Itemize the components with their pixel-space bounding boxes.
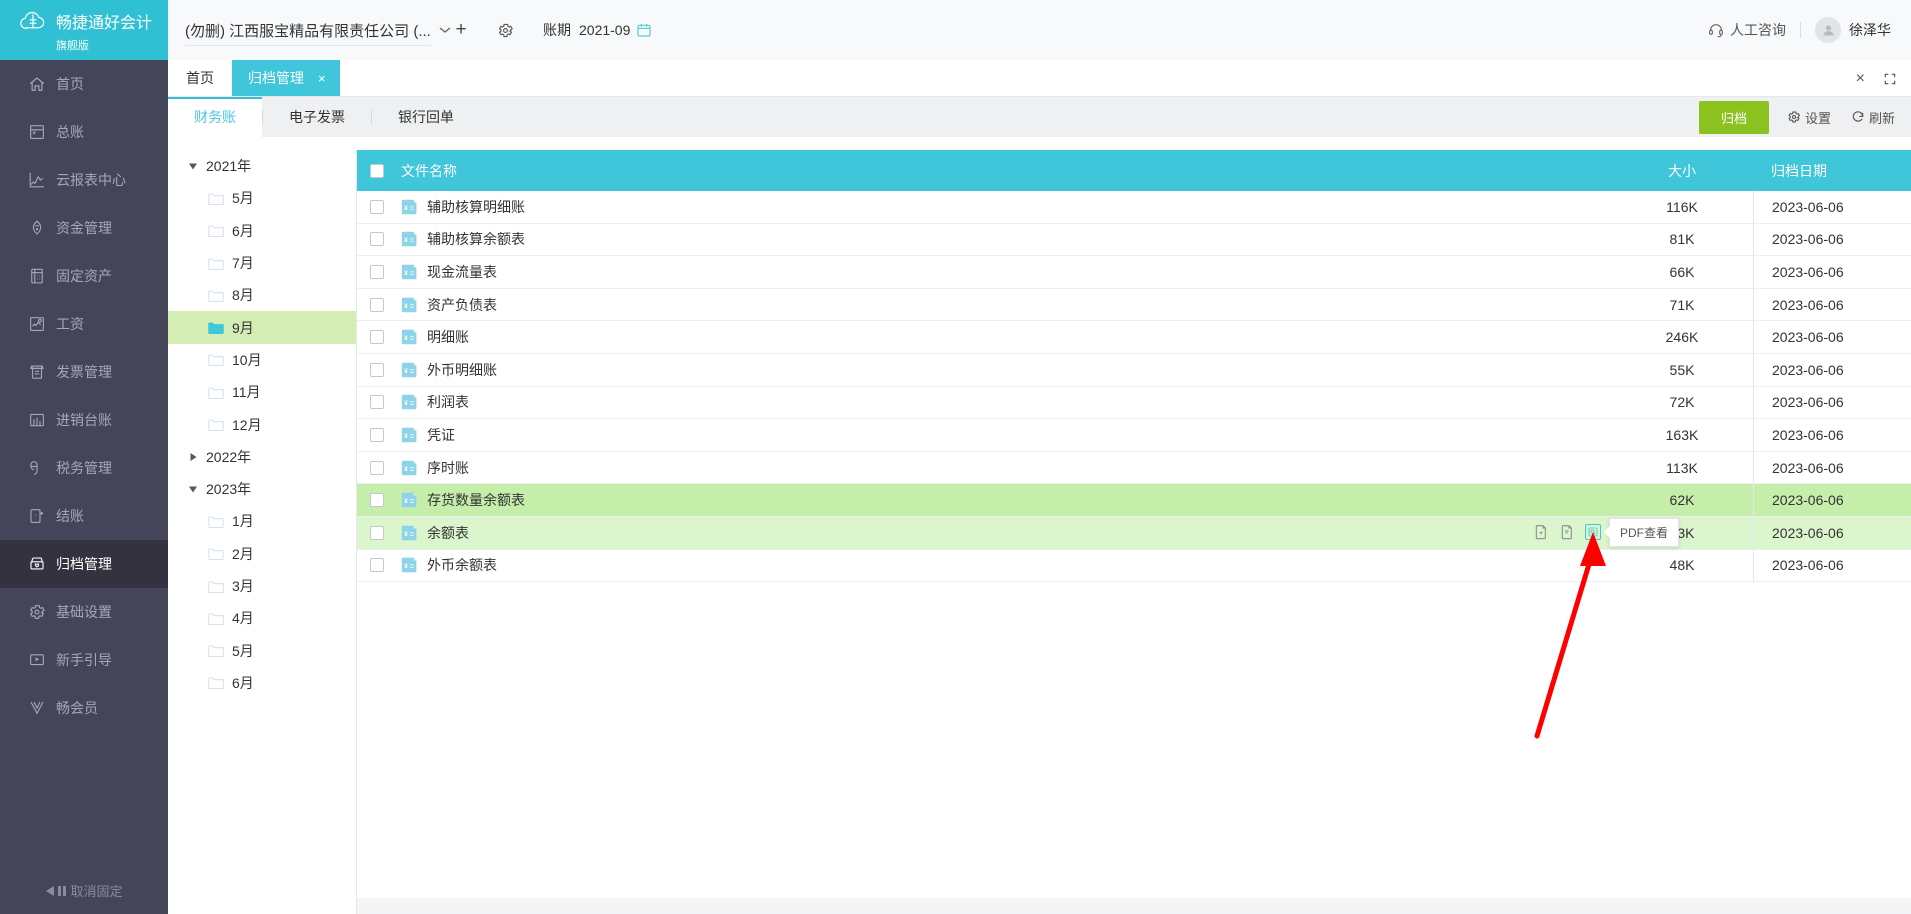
svg-text:¥: ¥ (404, 563, 408, 570)
svg-text:¥: ¥ (404, 498, 408, 505)
svg-text:¥: ¥ (404, 400, 408, 407)
svg-text:¥: ¥ (404, 335, 408, 342)
svg-text:¥: ¥ (404, 270, 408, 277)
svg-text:¥: ¥ (404, 531, 408, 538)
svg-text:¥: ¥ (404, 466, 408, 473)
svg-text:¥: ¥ (404, 433, 408, 440)
svg-text:¥: ¥ (404, 368, 408, 375)
svg-text:¥: ¥ (33, 131, 37, 137)
svg-text:¥: ¥ (404, 205, 408, 212)
svg-text:¥: ¥ (404, 237, 408, 244)
svg-text:¥: ¥ (404, 303, 408, 310)
